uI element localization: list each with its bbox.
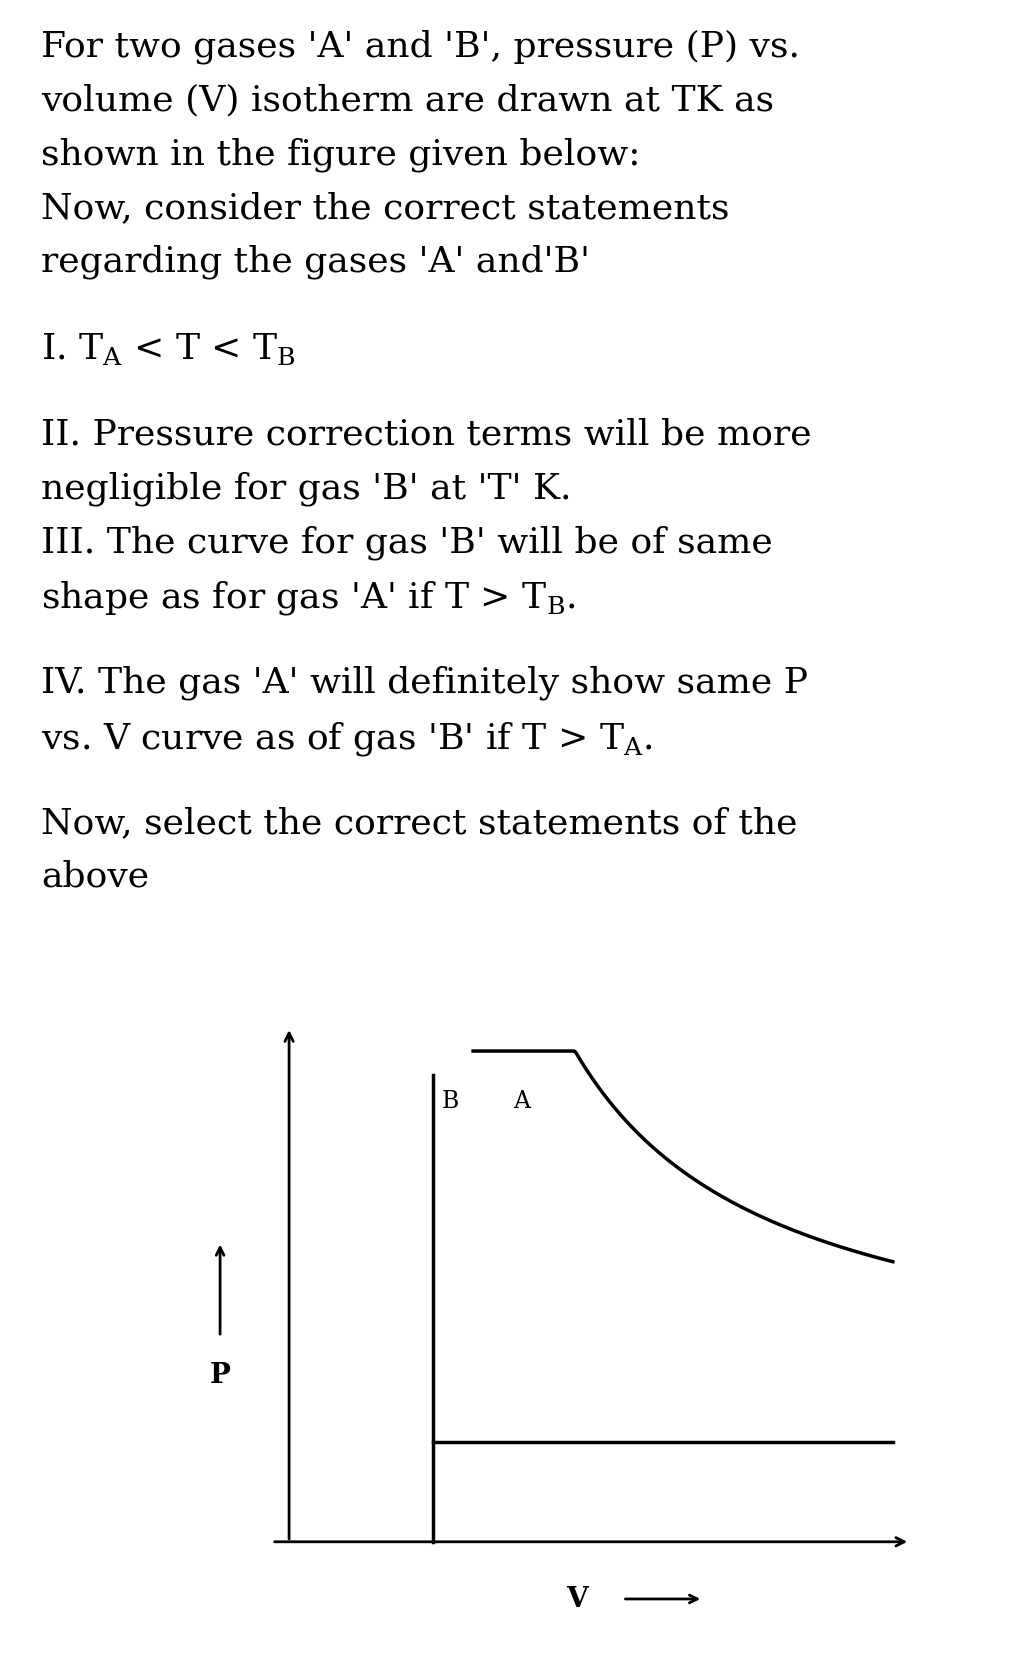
Text: II. Pressure correction terms will be more: II. Pressure correction terms will be mo…	[41, 417, 812, 452]
Text: vs. V curve as of gas 'B' if T > T$_\mathregular{A}$.: vs. V curve as of gas 'B' if T > T$_\mat…	[41, 719, 653, 758]
Text: regarding the gases 'A' and'B': regarding the gases 'A' and'B'	[41, 244, 590, 279]
Text: V: V	[566, 1586, 588, 1613]
Text: negligible for gas 'B' at 'T' K.: negligible for gas 'B' at 'T' K.	[41, 472, 571, 505]
Text: Now, consider the correct statements: Now, consider the correct statements	[41, 191, 729, 224]
Text: III. The curve for gas 'B' will be of same: III. The curve for gas 'B' will be of sa…	[41, 525, 773, 559]
Text: shown in the figure given below:: shown in the figure given below:	[41, 137, 640, 171]
Text: B: B	[441, 1089, 459, 1113]
Text: Now, select the correct statements of the: Now, select the correct statements of th…	[41, 805, 798, 840]
Text: A: A	[513, 1089, 530, 1113]
Text: For two gases 'A' and 'B', pressure (P) vs.: For two gases 'A' and 'B', pressure (P) …	[41, 28, 800, 64]
Text: IV. The gas 'A' will definitely show same P: IV. The gas 'A' will definitely show sam…	[41, 666, 808, 699]
Text: shape as for gas 'A' if T > T$_\mathregular{B}$.: shape as for gas 'A' if T > T$_\mathregu…	[41, 579, 575, 617]
Text: I. T$_\mathregular{A}$ < T < T$_\mathregular{B}$: I. T$_\mathregular{A}$ < T < T$_\mathreg…	[41, 331, 296, 366]
Text: above: above	[41, 860, 150, 893]
Text: volume (V) isotherm are drawn at TK as: volume (V) isotherm are drawn at TK as	[41, 84, 774, 117]
Text: P: P	[210, 1360, 230, 1389]
